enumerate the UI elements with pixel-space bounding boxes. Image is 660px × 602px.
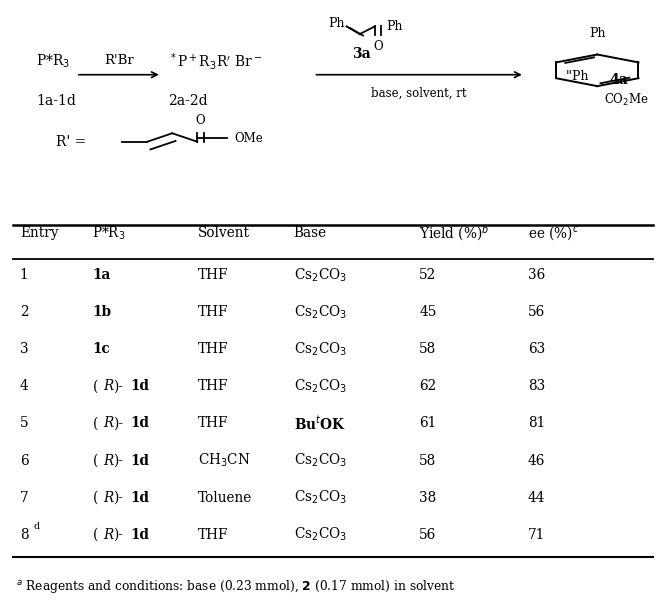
Text: (: ( — [92, 491, 98, 504]
Text: 4: 4 — [20, 379, 28, 393]
Text: 6: 6 — [20, 453, 28, 468]
Text: R: R — [103, 453, 114, 468]
Text: 52: 52 — [419, 268, 436, 282]
Text: Cs$_2$CO$_3$: Cs$_2$CO$_3$ — [294, 267, 347, 284]
Text: 58: 58 — [419, 453, 436, 468]
Text: 1d: 1d — [130, 528, 149, 542]
Text: $^*$P$^+$R$_3$R$^{\prime}$ Br$^-$: $^*$P$^+$R$_3$R$^{\prime}$ Br$^-$ — [168, 51, 263, 72]
Text: 63: 63 — [528, 343, 545, 356]
Text: 45: 45 — [419, 305, 436, 319]
Text: R: R — [103, 528, 114, 542]
Text: Cs$_2$CO$_3$: Cs$_2$CO$_3$ — [294, 526, 347, 544]
Text: 1: 1 — [20, 268, 28, 282]
Text: Solvent: Solvent — [198, 226, 250, 240]
Text: Cs$_2$CO$_3$: Cs$_2$CO$_3$ — [294, 489, 347, 506]
Text: 3a: 3a — [352, 47, 371, 61]
Text: )-: )- — [114, 379, 123, 393]
Text: OMe: OMe — [234, 132, 263, 144]
Text: ''Ph: ''Ph — [566, 69, 589, 82]
Text: THF: THF — [198, 417, 228, 430]
Text: 83: 83 — [528, 379, 545, 393]
Text: 2a-2d: 2a-2d — [168, 94, 208, 108]
Text: 1a-1d: 1a-1d — [36, 94, 76, 108]
Text: ee (%)$^c$: ee (%)$^c$ — [528, 225, 579, 242]
Text: Cs$_2$CO$_3$: Cs$_2$CO$_3$ — [294, 377, 347, 395]
Text: THF: THF — [198, 268, 228, 282]
Text: Cs$_2$CO$_3$: Cs$_2$CO$_3$ — [294, 341, 347, 358]
Text: R'Br: R'Br — [104, 54, 134, 67]
Text: 1d: 1d — [130, 379, 149, 393]
Text: 1a: 1a — [92, 268, 111, 282]
Text: R: R — [103, 417, 114, 430]
Text: 8: 8 — [20, 528, 28, 542]
Text: base, solvent, rt: base, solvent, rt — [372, 87, 467, 100]
Text: )-: )- — [114, 528, 123, 542]
Text: 61: 61 — [419, 417, 436, 430]
Text: (: ( — [92, 417, 98, 430]
Text: R: R — [103, 491, 114, 504]
Text: THF: THF — [198, 528, 228, 542]
Text: Cs$_2$CO$_3$: Cs$_2$CO$_3$ — [294, 303, 347, 321]
Text: )-: )- — [114, 453, 123, 468]
Text: 5: 5 — [20, 417, 28, 430]
Text: CO$_2$Me: CO$_2$Me — [604, 92, 649, 108]
Text: THF: THF — [198, 379, 228, 393]
Text: 1b: 1b — [92, 305, 112, 319]
Text: 2: 2 — [20, 305, 28, 319]
Text: 46: 46 — [528, 453, 545, 468]
Text: 3: 3 — [20, 343, 28, 356]
Text: Base: Base — [294, 226, 327, 240]
Text: Ph: Ph — [386, 20, 403, 33]
Text: R: R — [103, 379, 114, 393]
Text: Ph: Ph — [328, 17, 345, 29]
Text: $^a$ Reagents and conditions: base (0.23 mmol), $\mathbf{2}$ (0.17 mmol) in solv: $^a$ Reagents and conditions: base (0.23… — [16, 578, 456, 595]
Text: 4a: 4a — [610, 73, 628, 87]
Text: )-: )- — [114, 417, 123, 430]
Text: 1d: 1d — [130, 453, 149, 468]
Text: Bu$^t$OK: Bu$^t$OK — [294, 415, 346, 432]
Text: CH$_3$CN: CH$_3$CN — [198, 452, 251, 470]
Text: 1d: 1d — [130, 491, 149, 504]
Text: (: ( — [92, 528, 98, 542]
Text: 1d: 1d — [130, 417, 149, 430]
Text: Ph: Ph — [589, 27, 606, 40]
Text: 44: 44 — [528, 491, 546, 504]
Text: P*R$_3$: P*R$_3$ — [92, 225, 126, 242]
Text: 56: 56 — [419, 528, 436, 542]
Text: 71: 71 — [528, 528, 545, 542]
Text: 36: 36 — [528, 268, 545, 282]
Text: O: O — [196, 114, 205, 126]
Text: 81: 81 — [528, 417, 545, 430]
Text: 58: 58 — [419, 343, 436, 356]
Text: )-: )- — [114, 491, 123, 504]
Text: (: ( — [92, 453, 98, 468]
Text: Toluene: Toluene — [198, 491, 252, 504]
Text: R' =: R' = — [56, 135, 86, 149]
Text: THF: THF — [198, 305, 228, 319]
Text: Cs$_2$CO$_3$: Cs$_2$CO$_3$ — [294, 452, 347, 470]
Text: (: ( — [92, 379, 98, 393]
Text: O: O — [374, 40, 383, 52]
Text: 1c: 1c — [92, 343, 110, 356]
Text: P*R$_3$: P*R$_3$ — [36, 53, 71, 70]
Text: 56: 56 — [528, 305, 545, 319]
Text: 62: 62 — [419, 379, 436, 393]
Text: Entry: Entry — [20, 226, 58, 240]
Text: Yield (%)$^b$: Yield (%)$^b$ — [419, 223, 489, 243]
Text: d: d — [33, 522, 39, 531]
Text: 38: 38 — [419, 491, 436, 504]
Text: THF: THF — [198, 343, 228, 356]
Text: 7: 7 — [20, 491, 28, 504]
